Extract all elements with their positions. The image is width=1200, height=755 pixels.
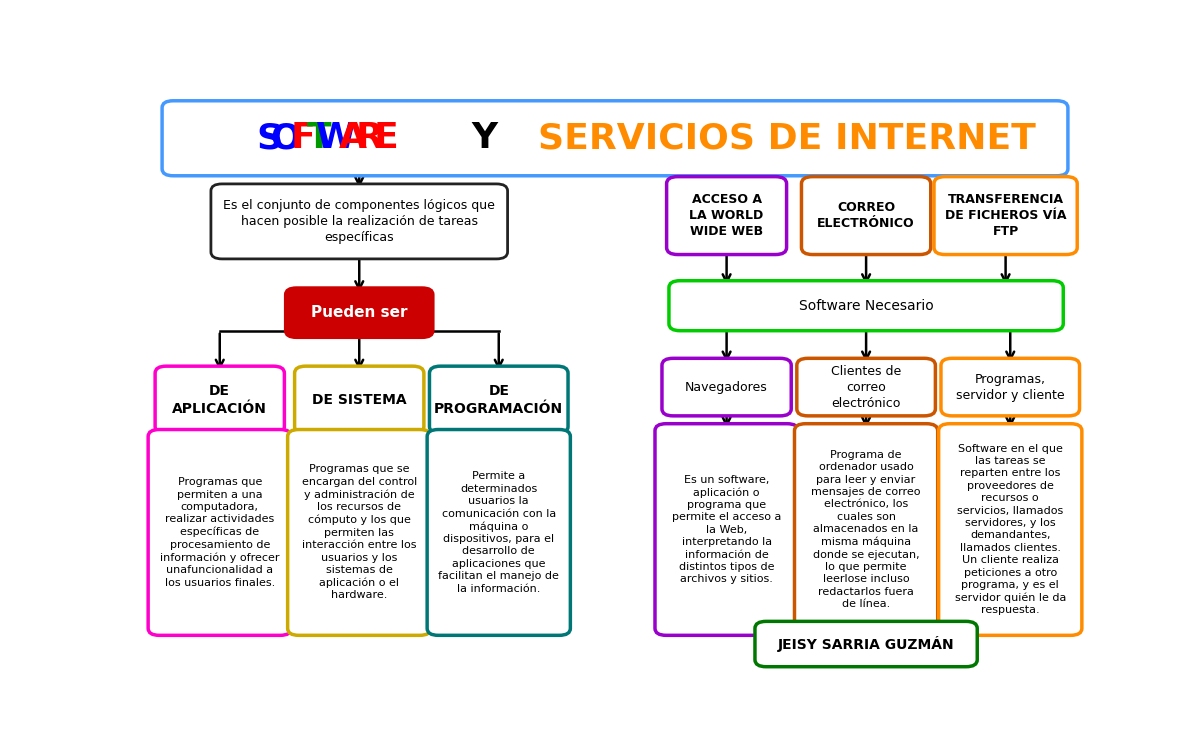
Text: Software en el que
las tareas se
reparten entre los
proveedores de
recursos o
se: Software en el que las tareas se reparte… (954, 444, 1066, 615)
Text: Permite a
determinados
usuarios la
comunicación con la
máquina o
dispositivos, p: Permite a determinados usuarios la comun… (438, 471, 559, 593)
Text: Y: Y (472, 122, 498, 156)
FancyBboxPatch shape (288, 430, 431, 635)
Text: Programas que
permiten a una
computadora,
realizar actividades
específicas de
pr: Programas que permiten a una computadora… (160, 477, 280, 587)
FancyBboxPatch shape (155, 366, 284, 433)
FancyBboxPatch shape (797, 359, 935, 416)
FancyBboxPatch shape (794, 424, 937, 635)
Text: Pueden ser: Pueden ser (311, 305, 408, 320)
Text: O: O (270, 122, 301, 156)
Text: S: S (256, 122, 282, 156)
Text: JEISY SARRIA GUZMÁN: JEISY SARRIA GUZMÁN (778, 636, 954, 652)
Text: Programas,
servidor y cliente: Programas, servidor y cliente (956, 372, 1064, 402)
Text: F: F (290, 122, 314, 156)
Text: Clientes de
correo
electrónico: Clientes de correo electrónico (830, 365, 901, 410)
FancyBboxPatch shape (934, 177, 1078, 254)
Text: Programa de
ordenador usado
para leer y enviar
mensajes de correo
electrónico, l: Programa de ordenador usado para leer y … (811, 450, 920, 609)
Text: Navegadores: Navegadores (685, 381, 768, 393)
FancyBboxPatch shape (938, 424, 1082, 635)
Text: W: W (316, 122, 356, 156)
Text: Programas que se
encargan del control
y administración de
los recursos de
cómput: Programas que se encargan del control y … (301, 464, 416, 600)
FancyBboxPatch shape (148, 430, 292, 635)
FancyBboxPatch shape (427, 430, 570, 635)
Text: Software Necesario: Software Necesario (799, 299, 934, 313)
FancyBboxPatch shape (667, 177, 786, 254)
Text: A: A (338, 122, 367, 156)
Text: DE
PROGRAMACIÓN: DE PROGRAMACIÓN (434, 384, 563, 415)
Text: TRANSFERENCIA
DE FICHEROS VÍA
FTP: TRANSFERENCIA DE FICHEROS VÍA FTP (944, 193, 1067, 238)
Text: Es el conjunto de componentes lógicos que
hacen posible la realización de tareas: Es el conjunto de componentes lógicos qu… (223, 199, 496, 244)
FancyBboxPatch shape (430, 366, 568, 433)
Text: ACCESO A
LA WORLD
WIDE WEB: ACCESO A LA WORLD WIDE WEB (690, 193, 763, 238)
Text: R: R (355, 122, 384, 156)
Text: DE SISTEMA: DE SISTEMA (312, 393, 407, 407)
Text: SERVICIOS DE INTERNET: SERVICIOS DE INTERNET (538, 122, 1036, 156)
FancyBboxPatch shape (802, 177, 931, 254)
FancyBboxPatch shape (662, 359, 791, 416)
Text: Es un software,
aplicación o
programa que
permite el acceso a
la Web,
interpreta: Es un software, aplicación o programa qu… (672, 475, 781, 584)
Text: E: E (374, 122, 398, 156)
FancyBboxPatch shape (286, 288, 433, 337)
FancyBboxPatch shape (668, 281, 1063, 331)
FancyBboxPatch shape (655, 424, 798, 635)
FancyBboxPatch shape (941, 359, 1080, 416)
FancyBboxPatch shape (162, 100, 1068, 176)
FancyBboxPatch shape (755, 621, 977, 667)
Text: T: T (307, 122, 331, 156)
FancyBboxPatch shape (211, 184, 508, 259)
Text: CORREO
ELECTRÓNICO: CORREO ELECTRÓNICO (817, 201, 914, 230)
Text: DE
APLICACIÓN: DE APLICACIÓN (173, 384, 268, 415)
FancyBboxPatch shape (295, 366, 424, 433)
